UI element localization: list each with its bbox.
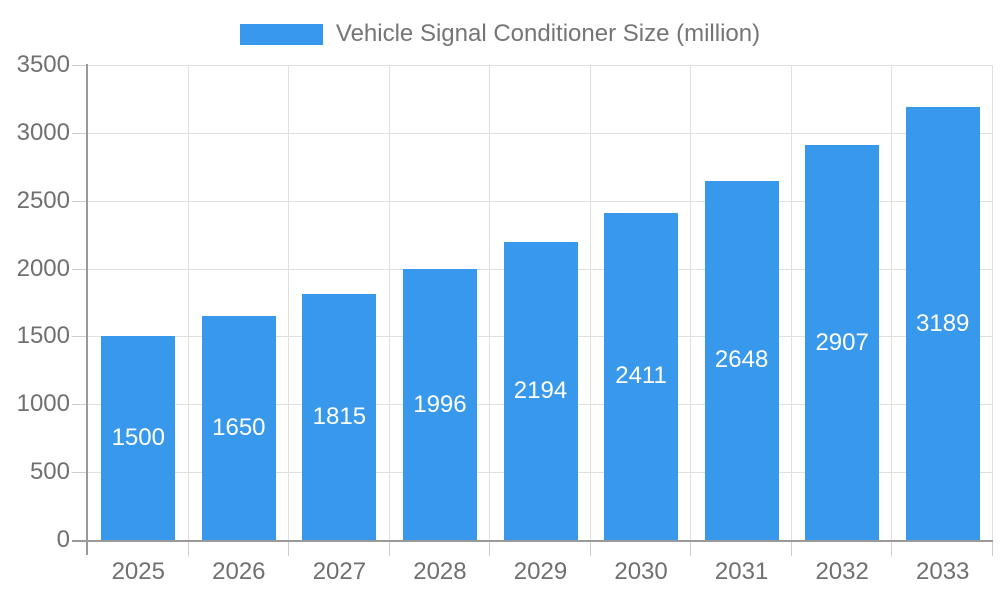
gridline-h <box>88 132 993 134</box>
bar-value-label: 1996 <box>413 390 467 418</box>
bar-2031[interactable]: 2648 <box>704 180 779 540</box>
y-axis-label: 1000 <box>16 390 70 418</box>
x-tick <box>388 542 390 556</box>
x-axis-label: 2025 <box>111 558 165 585</box>
y-axis-label: 500 <box>29 458 70 486</box>
x-axis-label: 2032 <box>815 558 869 585</box>
x-tick <box>790 542 792 556</box>
x-axis-label: 2031 <box>714 558 769 585</box>
y-tick <box>72 65 86 66</box>
bar-2032[interactable]: 2907 <box>805 145 880 540</box>
x-axis-label: 2028 <box>413 558 467 585</box>
legend-swatch[interactable] <box>239 23 323 45</box>
gridline-v <box>489 65 491 540</box>
x-axis-label: 2030 <box>614 558 668 585</box>
y-axis-label: 2500 <box>16 186 70 214</box>
x-tick <box>187 542 189 556</box>
y-axis-line <box>86 64 88 555</box>
gridline-v <box>288 65 290 540</box>
y-axis: 0 500 1000 1500 2000 2500 3000 3500 <box>0 51 70 553</box>
bar-value-label: 2907 <box>815 328 869 356</box>
bar-value-label: 1650 <box>212 414 266 442</box>
gridline-h <box>88 200 993 202</box>
x-axis-label: 2029 <box>513 558 568 585</box>
y-axis-label: 1500 <box>16 322 70 350</box>
bar-2027[interactable]: 1815 <box>302 293 377 540</box>
y-tick <box>72 132 86 134</box>
y-tick <box>72 268 86 270</box>
bar-value-label: 1500 <box>111 424 165 452</box>
gridline-v <box>690 65 692 540</box>
y-tick <box>72 336 86 338</box>
bar-value-label: 3189 <box>916 309 970 337</box>
bar-value-label: 2194 <box>513 377 568 405</box>
bar-2030[interactable]: 2411 <box>604 212 679 540</box>
y-axis-label: 0 <box>56 526 70 553</box>
x-tick <box>690 542 692 556</box>
x-tick <box>992 542 993 556</box>
y-axis-label: 2000 <box>16 254 70 282</box>
legend: Vehicle Signal Conditioner Size (million… <box>0 20 1000 48</box>
gridline-v <box>992 65 993 540</box>
gridline-v <box>388 65 390 540</box>
x-axis-line <box>72 540 993 542</box>
x-tick <box>288 542 290 556</box>
bar-value-label: 2411 <box>615 362 667 390</box>
y-axis-label: 3500 <box>16 51 70 78</box>
gridline-v <box>891 65 893 540</box>
x-axis-label: 2026 <box>212 558 266 585</box>
x-axis-label: 2033 <box>916 558 970 585</box>
x-axis-label: 2027 <box>312 558 367 585</box>
bar-value-label: 2648 <box>714 346 769 374</box>
y-axis-label: 3000 <box>16 118 70 146</box>
plot-area: 1500 1650 1815 1996 2194 2411 2648 2907 3189 <box>72 64 993 556</box>
x-axis: 2025 2026 2027 2028 2029 2030 2031 2032 2033 <box>88 558 993 588</box>
legend-label[interactable]: Vehicle Signal Conditioner Size (million… <box>335 20 761 47</box>
bar-2025[interactable]: 1500 <box>101 336 176 540</box>
bar-value-label: 1815 <box>312 402 367 430</box>
gridline-v <box>589 65 591 540</box>
gridline-v <box>790 65 792 540</box>
x-tick <box>589 542 591 556</box>
y-tick <box>72 404 86 406</box>
bar-2033[interactable]: 3189 <box>905 107 980 540</box>
gridline-v <box>187 65 189 540</box>
x-tick <box>489 542 491 556</box>
bar-2029[interactable]: 2194 <box>503 242 578 540</box>
y-tick <box>72 200 86 202</box>
y-tick <box>72 472 86 474</box>
bar-2028[interactable]: 1996 <box>402 269 477 540</box>
x-tick <box>891 542 893 556</box>
gridline-h <box>88 65 993 66</box>
bar-2026[interactable]: 1650 <box>201 316 276 540</box>
